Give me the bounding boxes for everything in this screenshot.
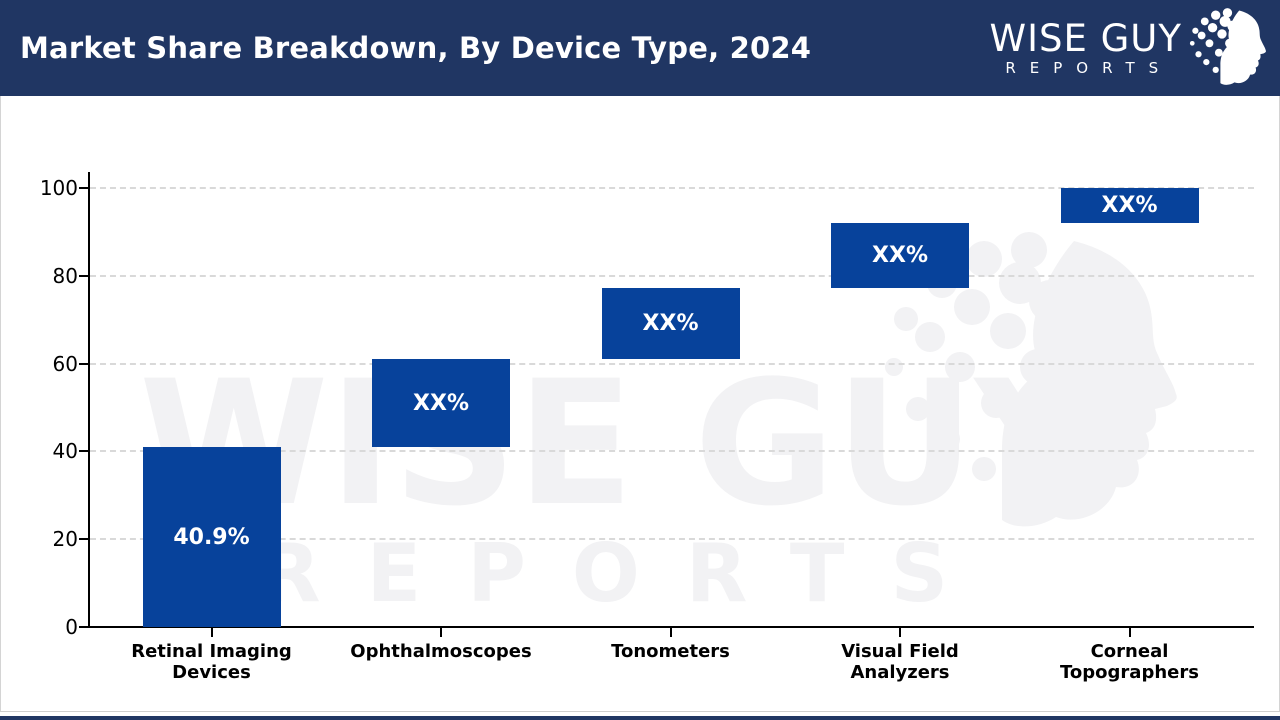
x-axis-tick-mark — [899, 628, 901, 637]
gridline — [90, 450, 1254, 453]
page-title: Market Share Breakdown, By Device Type, … — [20, 31, 812, 65]
category-label-tonometers: Tonometers — [551, 641, 791, 662]
bar-value-label: XX% — [872, 243, 928, 269]
bar-visual-field-analyzers: XX% — [831, 223, 969, 289]
bar-value-label: XX% — [413, 390, 469, 416]
category-label-line: Devices — [172, 662, 251, 683]
category-label-line: Analyzers — [850, 662, 950, 683]
category-label-line: Ophthalmoscopes — [350, 641, 532, 662]
x-axis-tick-mark — [669, 628, 672, 637]
y-axis-tick-label: 60 — [52, 351, 78, 376]
y-axis-tick-label: 20 — [52, 527, 78, 552]
y-axis-line — [88, 172, 90, 627]
bar-value-label: XX% — [1101, 193, 1158, 219]
x-axis-line — [88, 626, 1254, 628]
bar-corneal-topographers: XX% — [1060, 188, 1199, 224]
category-label-line: Corneal — [1090, 641, 1169, 662]
logo-text: WISE GUY REPORTS — [990, 20, 1182, 76]
category-label-retinal-imaging-devices: Retinal Imaging Devices — [92, 641, 332, 683]
footer-divider — [0, 711, 1280, 712]
logo-face-icon — [1189, 8, 1266, 85]
category-label-line: Tonometers — [611, 641, 730, 662]
gridline — [90, 362, 1254, 365]
gridline — [90, 187, 1254, 189]
header: Market Share Breakdown, By Device Type, … — [0, 0, 1280, 96]
category-label-line: Retinal Imaging — [131, 641, 292, 662]
category-label-line: Visual Field — [841, 641, 959, 662]
logo-subtext: REPORTS — [1005, 59, 1173, 77]
y-axis-tick-mark — [79, 626, 89, 628]
x-axis-tick-mark — [210, 628, 213, 637]
x-axis-tick-mark — [1128, 628, 1131, 637]
watermark-face-icon — [885, 232, 1177, 527]
footer-bar — [0, 716, 1280, 720]
bar-value-label: XX% — [642, 311, 699, 337]
gridline — [90, 274, 1254, 277]
y-axis-tick-label: 100 — [39, 176, 78, 200]
bar-value-label: 40.9% — [173, 524, 250, 550]
y-axis-tick-label: 80 — [52, 263, 78, 288]
y-axis-tick-mark — [79, 362, 89, 365]
y-axis-tick-label: 40 — [52, 439, 78, 464]
brand-logo: WISE GUY REPORTS — [990, 5, 1272, 91]
category-label-line: Topographers — [1060, 662, 1199, 683]
bar-tonometers: XX% — [601, 288, 740, 360]
y-axis-tick-mark — [79, 187, 89, 189]
bar-retinal-imaging-devices: 40.9% — [142, 447, 281, 627]
category-label-visual-field-analyzers: Visual Field Analyzers — [780, 641, 1020, 683]
x-axis-tick-mark — [440, 628, 442, 637]
bar-ophthalmoscopes: XX% — [372, 359, 510, 448]
logo-wordmark: WISE GUY — [989, 17, 1182, 60]
y-axis-tick-mark — [79, 450, 89, 453]
y-axis-tick-mark — [79, 274, 89, 277]
y-axis-tick-label: 0 — [65, 615, 78, 639]
gridline — [90, 538, 1254, 541]
category-label-corneal-topographers: Corneal Topographers — [1010, 641, 1250, 683]
y-axis-tick-mark — [79, 538, 89, 541]
category-label-ophthalmoscopes: Ophthalmoscopes — [321, 641, 561, 662]
